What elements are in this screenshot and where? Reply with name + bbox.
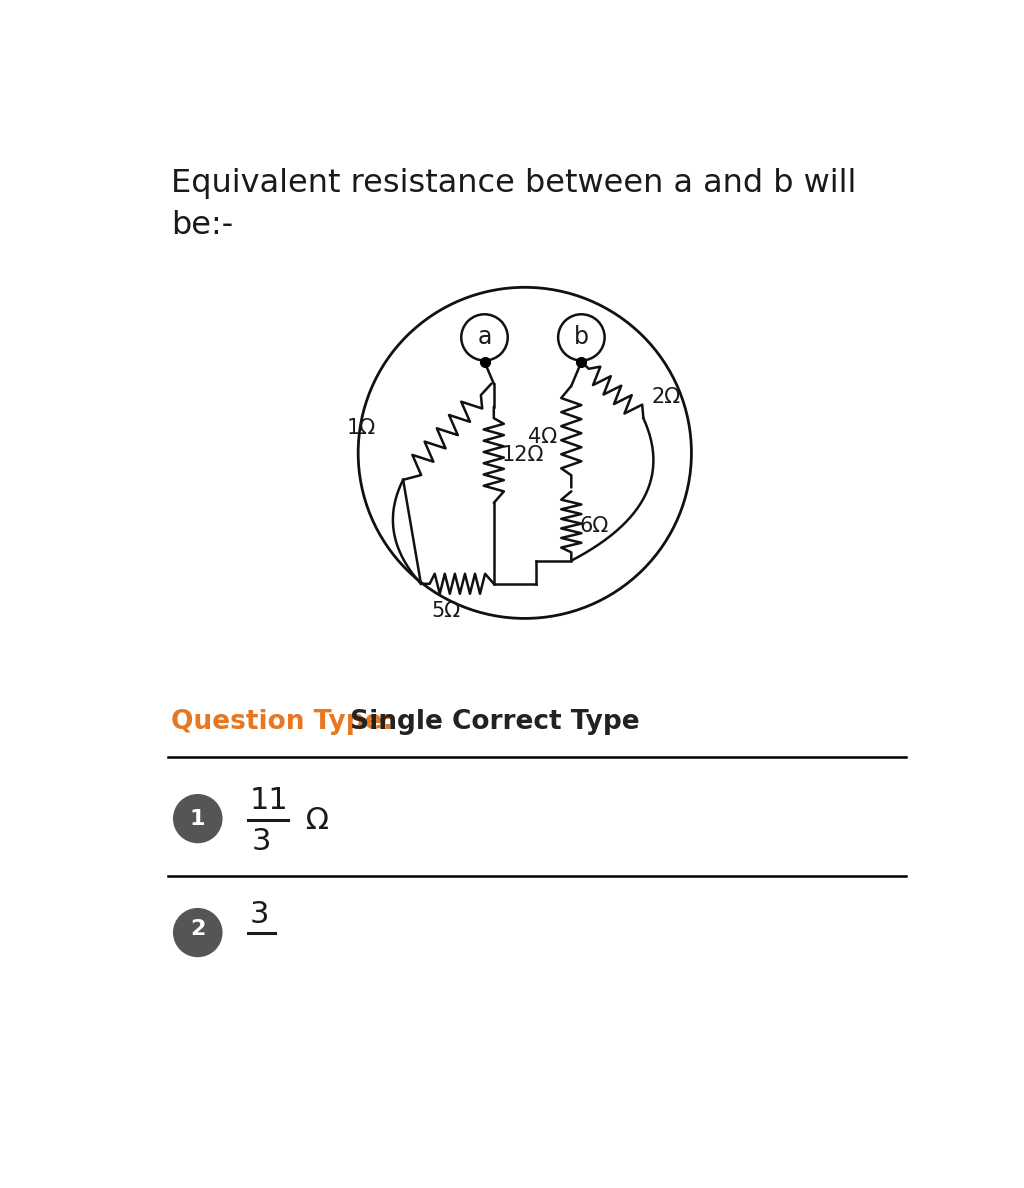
Circle shape [173,794,222,843]
Text: a: a [477,326,492,349]
Text: 1Ω: 1Ω [347,418,376,438]
Text: 4Ω: 4Ω [528,426,557,447]
Text: 2Ω: 2Ω [651,386,680,406]
Text: 3: 3 [250,901,269,929]
Text: Question Type:: Question Type: [171,709,393,735]
Text: 3: 3 [251,827,270,857]
Text: 11: 11 [250,786,289,815]
Text: Equivalent resistance between a and b will: Equivalent resistance between a and b wi… [171,168,856,198]
Text: 5Ω: 5Ω [431,601,461,620]
Text: 1: 1 [190,809,206,828]
Text: b: b [573,326,589,349]
Circle shape [173,908,222,958]
Text: 6Ω: 6Ω [579,516,608,536]
Text: Single Correct Type: Single Correct Type [341,709,640,735]
Text: 2: 2 [190,918,206,939]
Text: 12Ω: 12Ω [502,444,544,465]
Text: Ω: Ω [296,805,329,835]
Text: be:-: be:- [171,210,232,241]
